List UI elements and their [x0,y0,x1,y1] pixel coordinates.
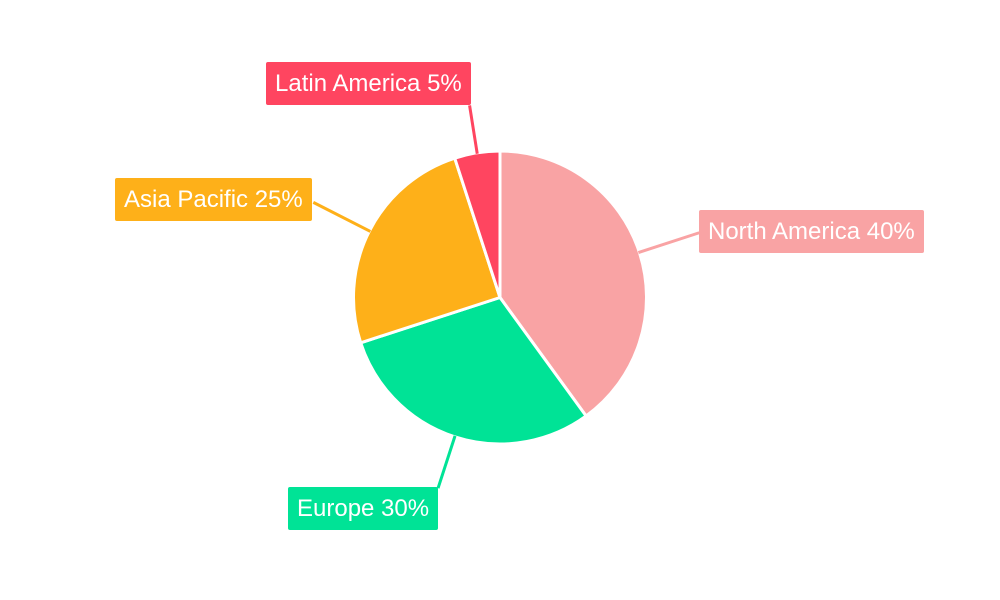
leader-line-north-america [637,231,700,254]
slice-label-asia-pacific: Asia Pacific 25% [115,178,312,221]
leader-line-europe [436,435,457,489]
slice-label-latin-america: Latin America 5% [266,62,471,105]
slice-label-europe: Europe 30% [288,487,439,530]
slice-label-north-america: North America 40% [699,210,924,253]
leader-line-asia-pacific [312,201,372,233]
leader-line-latin-america [468,105,479,155]
